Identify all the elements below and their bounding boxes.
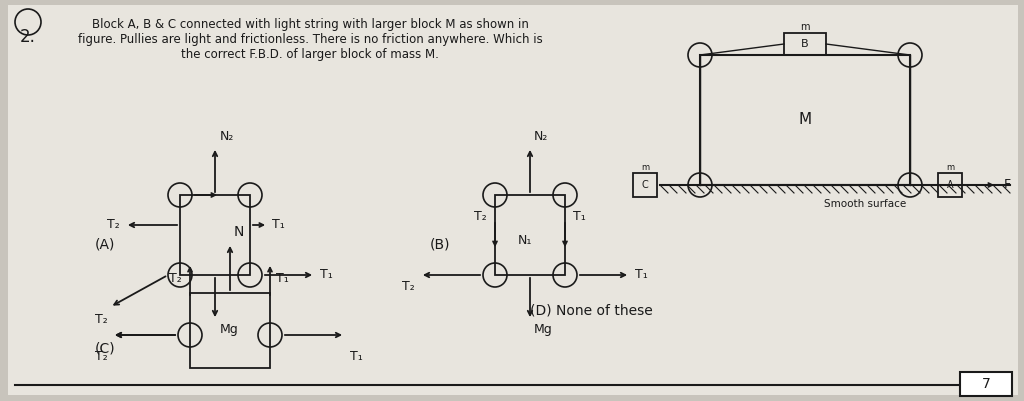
Bar bbox=[495, 195, 565, 275]
Text: T₁: T₁ bbox=[272, 219, 285, 231]
Text: m: m bbox=[800, 22, 810, 32]
Text: T₁: T₁ bbox=[350, 350, 362, 363]
Text: T₂: T₂ bbox=[108, 219, 120, 231]
Text: 7: 7 bbox=[982, 377, 990, 391]
Text: F: F bbox=[1004, 178, 1011, 192]
Text: T₂: T₂ bbox=[95, 350, 108, 363]
Text: T₂: T₂ bbox=[95, 313, 108, 326]
Text: A: A bbox=[946, 180, 953, 190]
Text: N₂: N₂ bbox=[534, 130, 549, 143]
Bar bbox=[784, 33, 826, 55]
Text: 2.: 2. bbox=[20, 28, 36, 46]
Text: Block A, B & C connected with light string with larger block M as shown in
figur: Block A, B & C connected with light stri… bbox=[78, 18, 543, 61]
Text: T₁: T₁ bbox=[319, 269, 333, 282]
Text: T₁: T₁ bbox=[635, 269, 648, 282]
Text: C: C bbox=[642, 180, 648, 190]
Text: Mg: Mg bbox=[534, 323, 553, 336]
Bar bbox=[961, 372, 1012, 396]
Text: N₂: N₂ bbox=[220, 130, 234, 143]
Text: (C): (C) bbox=[95, 341, 116, 355]
Text: T₁: T₁ bbox=[573, 211, 586, 223]
Text: Smooth surface: Smooth surface bbox=[824, 199, 906, 209]
Text: Mg: Mg bbox=[220, 323, 239, 336]
Text: T₂: T₂ bbox=[402, 280, 415, 293]
Text: T₁: T₁ bbox=[276, 271, 289, 284]
Text: T₂: T₂ bbox=[474, 211, 487, 223]
Bar bbox=[938, 173, 962, 197]
Text: M: M bbox=[799, 113, 812, 128]
Bar bbox=[190, 293, 270, 368]
Text: m: m bbox=[946, 164, 954, 172]
Bar bbox=[180, 195, 250, 275]
Bar bbox=[700, 55, 910, 185]
Text: N₁: N₁ bbox=[518, 233, 532, 247]
Text: (D) None of these: (D) None of these bbox=[530, 303, 652, 317]
Text: (B): (B) bbox=[430, 238, 451, 252]
Text: m: m bbox=[641, 164, 649, 172]
Text: T₂: T₂ bbox=[169, 271, 182, 284]
Bar bbox=[633, 173, 657, 197]
Text: (A): (A) bbox=[95, 238, 116, 252]
Text: B: B bbox=[801, 39, 809, 49]
Text: N: N bbox=[234, 225, 245, 239]
